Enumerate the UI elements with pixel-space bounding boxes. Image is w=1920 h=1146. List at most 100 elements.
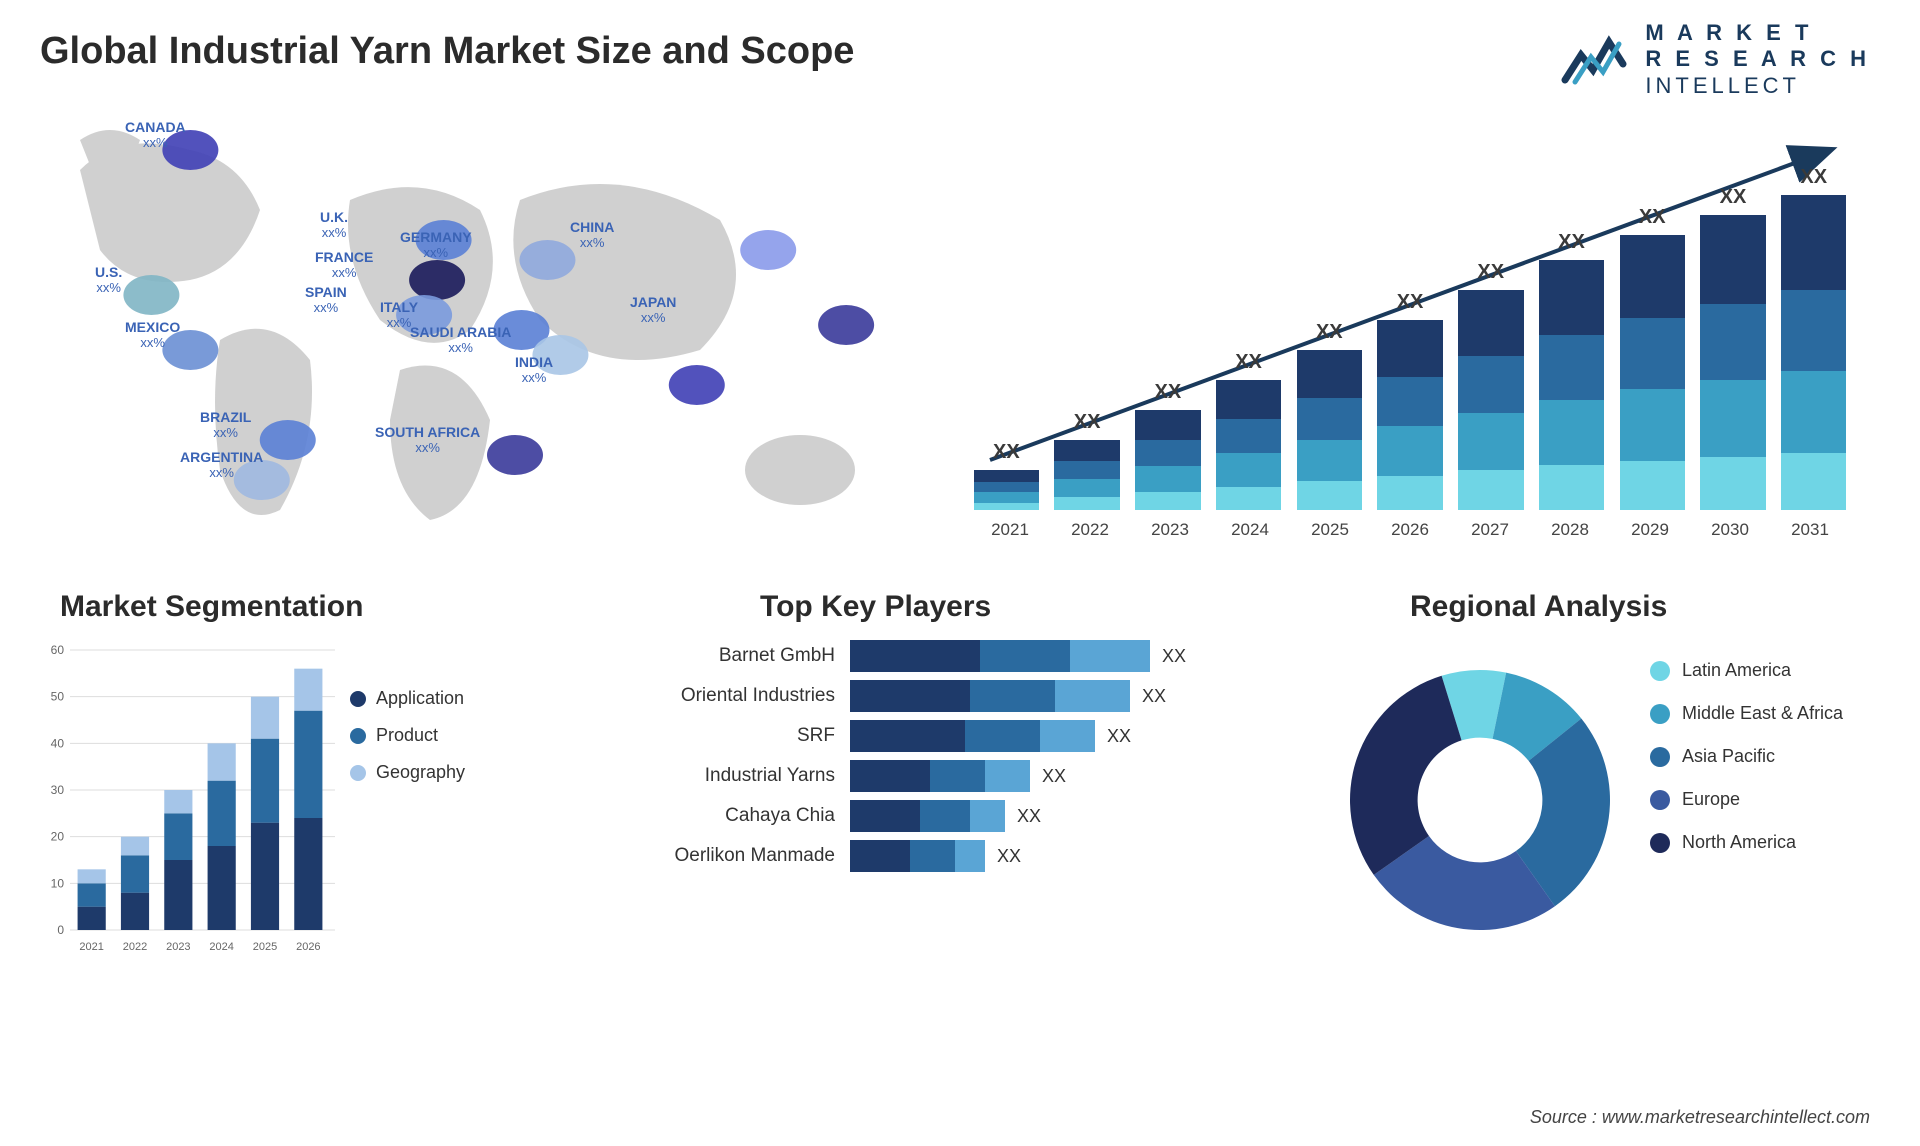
player-row: Cahaya Chia XX	[640, 800, 1280, 832]
growth-year-label: 2021	[991, 520, 1029, 540]
svg-text:2022: 2022	[123, 941, 147, 953]
legend-label: North America	[1682, 832, 1796, 853]
player-name: Industrial Yarns	[640, 765, 850, 787]
player-name: Oriental Industries	[640, 685, 850, 707]
legend-label: Asia Pacific	[1682, 746, 1775, 767]
player-name: Cahaya Chia	[640, 805, 850, 827]
player-bar	[850, 720, 1095, 752]
segmentation-chart: 0102030405060202120222023202420252026 Ap…	[40, 640, 460, 980]
growth-bar	[1539, 260, 1604, 510]
player-value: XX	[1017, 806, 1041, 827]
player-segment	[850, 760, 930, 792]
growth-bar	[1700, 215, 1765, 510]
growth-segment	[1620, 318, 1685, 390]
growth-segment	[974, 470, 1039, 482]
donut-legend: Latin America Middle East & Africa Asia Pa…	[1650, 660, 1843, 875]
svg-text:30: 30	[51, 783, 65, 797]
growth-bar	[1054, 440, 1119, 510]
growth-segment	[1539, 400, 1604, 465]
legend-label: Application	[376, 688, 464, 709]
donut-legend-item: Europe	[1650, 789, 1843, 810]
player-segment	[910, 840, 955, 872]
player-row: Oriental IndustriesXX	[640, 680, 1280, 712]
growth-segment	[1458, 470, 1523, 510]
svg-text:2026: 2026	[296, 941, 320, 953]
map-label-spain: SPAINxx%	[305, 285, 347, 316]
growth-segment	[1700, 304, 1765, 381]
growth-segment	[1458, 413, 1523, 470]
segmentation-title: Market Segmentation	[60, 590, 363, 624]
player-bar	[850, 680, 1130, 712]
growth-segment	[1700, 457, 1765, 510]
map-label-uk: U.K.xx%	[320, 210, 348, 241]
growth-segment	[1458, 290, 1523, 356]
player-name: Oerlikon Manmade	[640, 845, 850, 867]
growth-bar	[1781, 195, 1846, 510]
player-segment	[850, 720, 965, 752]
growth-segment	[1377, 320, 1442, 377]
growth-segment	[1297, 350, 1362, 398]
player-row: SRFXX	[640, 720, 1280, 752]
growth-segment	[974, 482, 1039, 492]
player-bar	[850, 840, 985, 872]
svg-text:2021: 2021	[79, 941, 103, 953]
player-segment	[1070, 640, 1150, 672]
logo-icon	[1561, 30, 1633, 90]
legend-label: Geography	[376, 762, 465, 783]
growth-year-label: 2022	[1071, 520, 1109, 540]
map-label-france: FRANCExx%	[315, 250, 373, 281]
growth-segment	[1216, 453, 1281, 487]
growth-bar	[1377, 320, 1442, 510]
growth-value-label: XX	[1154, 381, 1181, 404]
players-title: Top Key Players	[760, 590, 991, 624]
svg-text:50: 50	[51, 690, 65, 704]
legend-label: Latin America	[1682, 660, 1791, 681]
svg-text:20: 20	[51, 830, 65, 844]
growth-segment	[1700, 215, 1765, 304]
svg-text:0: 0	[57, 923, 64, 937]
map-label-canada: CANADAxx%	[125, 120, 186, 151]
growth-segment	[1054, 461, 1119, 479]
growth-col-2023: XX	[1131, 381, 1204, 510]
brand-logo: M A R K E T R E S E A R C H INTELLECT	[1561, 20, 1870, 99]
legend-dot	[1650, 833, 1670, 853]
svg-text:2023: 2023	[166, 941, 190, 953]
growth-col-2021: XX	[970, 441, 1043, 510]
legend-dot	[350, 691, 366, 707]
legend-dot	[1650, 747, 1670, 767]
growth-bar	[1297, 350, 1362, 510]
donut-svg	[1330, 650, 1630, 950]
growth-bar	[974, 470, 1039, 510]
player-segment	[1040, 720, 1095, 752]
growth-value-label: XX	[1235, 351, 1262, 374]
svg-text:60: 60	[51, 643, 65, 657]
legend-label: Middle East & Africa	[1682, 703, 1843, 724]
player-segment	[1055, 680, 1130, 712]
growth-segment	[974, 503, 1039, 510]
map-label-saudiarabia: SAUDI ARABIAxx%	[410, 325, 511, 356]
growth-value-label: XX	[1558, 231, 1585, 254]
segmentation-svg: 0102030405060202120222023202420252026	[40, 640, 340, 960]
world-map: CANADAxx%U.S.xx%MEXICOxx%BRAZILxx%ARGENT…	[40, 110, 910, 550]
player-segment	[850, 840, 910, 872]
growth-segment	[1377, 377, 1442, 426]
map-label-china: CHINAxx%	[570, 220, 614, 251]
player-bar	[850, 760, 1030, 792]
map-label-southafrica: SOUTH AFRICAxx%	[375, 425, 480, 456]
growth-value-label: XX	[1316, 321, 1343, 344]
growth-col-2031: XX	[1777, 166, 1850, 510]
player-segment	[850, 640, 980, 672]
logo-text: M A R K E T R E S E A R C H INTELLECT	[1645, 20, 1870, 99]
growth-segment	[1620, 389, 1685, 461]
growth-segment	[1216, 380, 1281, 419]
player-segment	[930, 760, 985, 792]
growth-year-label: 2029	[1631, 520, 1669, 540]
player-row: Barnet GmbHXX	[640, 640, 1280, 672]
player-segment	[980, 640, 1070, 672]
player-row: Industrial YarnsXX	[640, 760, 1280, 792]
growth-year-label: 2025	[1311, 520, 1349, 540]
player-segment	[850, 680, 970, 712]
growth-col-2026: XX	[1374, 291, 1447, 510]
growth-value-label: XX	[1639, 206, 1666, 229]
growth-segment	[1135, 492, 1200, 510]
